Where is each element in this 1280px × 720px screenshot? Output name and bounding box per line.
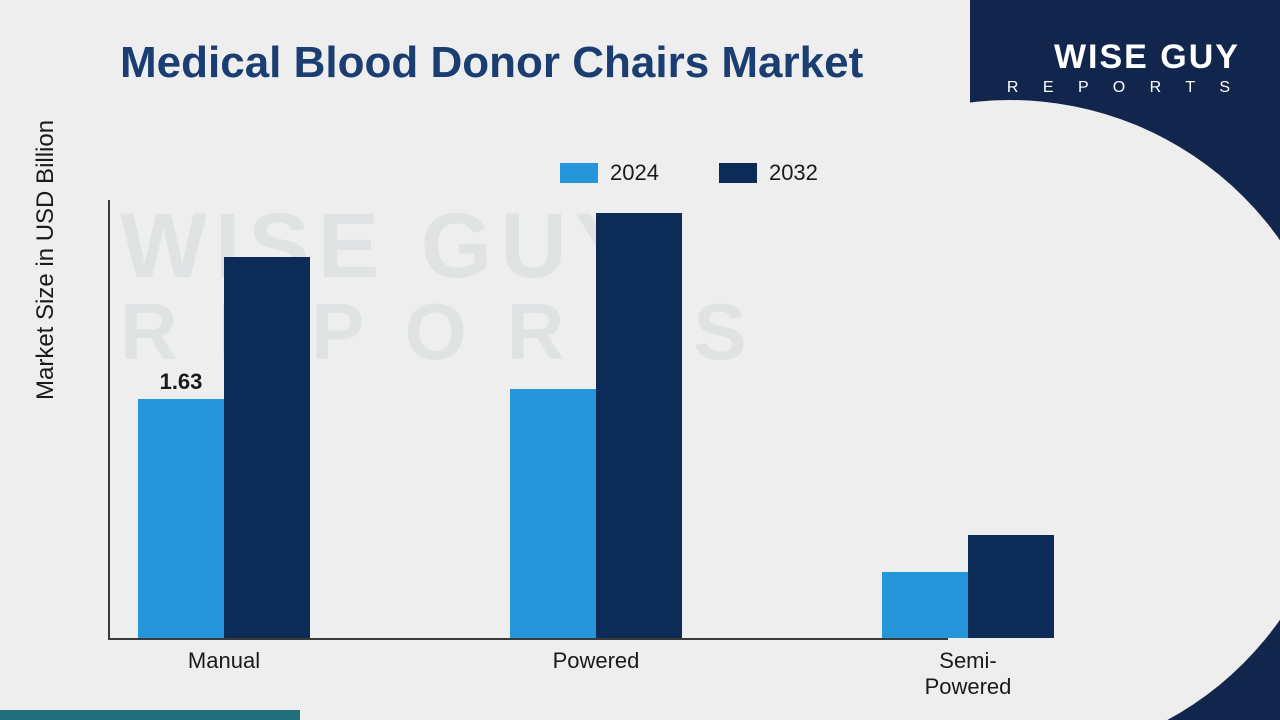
legend-item-2032: 2032 (719, 160, 818, 186)
bar-2032-1 (596, 213, 682, 638)
bar-2032-2 (968, 535, 1054, 638)
brand-logo: WISE GUY R E P O R T S (1007, 38, 1240, 97)
y-axis-label: Market Size in USD Billion (32, 120, 60, 400)
brand-logo-top: WISE GUY (1007, 38, 1240, 77)
category-label-0: Manual (138, 648, 310, 674)
legend-label-2032: 2032 (769, 160, 818, 186)
chart-title: Medical Blood Donor Chairs Market (120, 38, 863, 88)
legend-swatch-2032 (719, 163, 757, 183)
category-label-2: Semi-Powered (882, 648, 1054, 701)
legend-label-2024: 2024 (610, 160, 659, 186)
bar-2032-0 (224, 257, 310, 638)
chart-area: ManualPoweredSemi-Powered1.63 (108, 200, 948, 640)
bar-2024-0 (138, 399, 224, 638)
brand-logo-bottom: R E P O R T S (1007, 79, 1240, 97)
y-axis (108, 200, 110, 640)
bottom-accent-bar (0, 710, 300, 720)
x-axis (108, 638, 948, 640)
bar-2024-2 (882, 572, 968, 638)
bar-2024-1 (510, 389, 596, 638)
legend-swatch-2024 (560, 163, 598, 183)
legend: 2024 2032 (560, 160, 818, 186)
category-label-1: Powered (510, 648, 682, 674)
bar-value-label: 1.63 (138, 369, 224, 395)
legend-item-2024: 2024 (560, 160, 659, 186)
